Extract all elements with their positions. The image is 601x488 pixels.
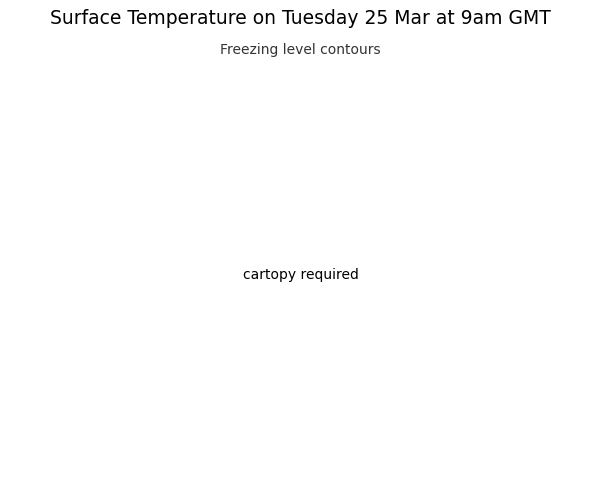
- Text: cartopy required: cartopy required: [243, 267, 358, 282]
- Text: Surface Temperature on Tuesday 25 Mar at 9am GMT: Surface Temperature on Tuesday 25 Mar at…: [50, 9, 551, 28]
- Text: Freezing level contours: Freezing level contours: [220, 43, 381, 57]
